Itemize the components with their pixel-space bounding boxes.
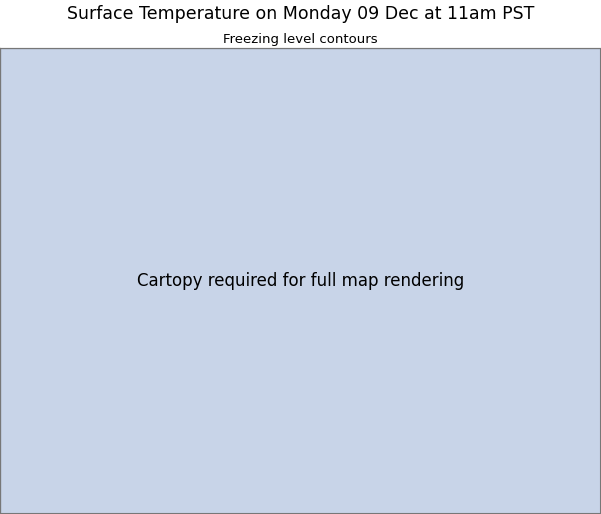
Text: Cartopy required for full map rendering: Cartopy required for full map rendering xyxy=(137,272,464,290)
Text: Surface Temperature on Monday 09 Dec at 11am PST: Surface Temperature on Monday 09 Dec at … xyxy=(67,6,534,24)
Text: Freezing level contours: Freezing level contours xyxy=(223,33,378,46)
